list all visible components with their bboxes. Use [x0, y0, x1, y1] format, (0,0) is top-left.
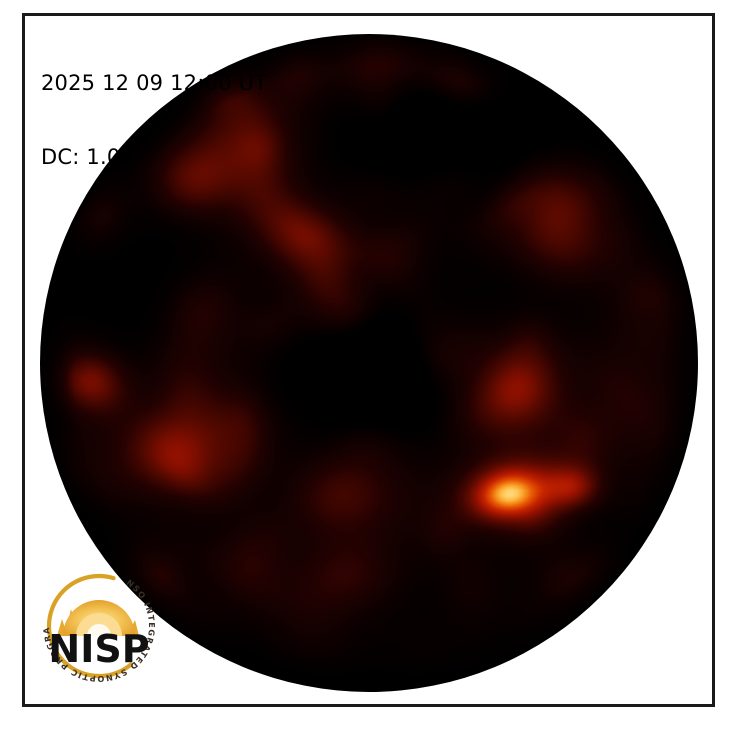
logo-sun	[57, 600, 139, 636]
logo-ring-arc	[46, 573, 152, 679]
logo-wordmark: NISP	[48, 627, 149, 671]
nisp-logo: NSO INTEGRATED SYNOPTIC PROGRAM NISP	[35, 562, 163, 690]
solar-disk-canvas	[40, 34, 698, 692]
plot-frame: 2025 12 09 12:00 UT DC: 1.00	[22, 13, 715, 707]
nisp-logo-graphic: NSO INTEGRATED SYNOPTIC PROGRAM NISP	[35, 562, 156, 684]
logo-sun-highlight	[87, 624, 111, 636]
plot-inner: 2025 12 09 12:00 UT DC: 1.00	[25, 16, 712, 704]
solar-disk	[40, 34, 698, 692]
